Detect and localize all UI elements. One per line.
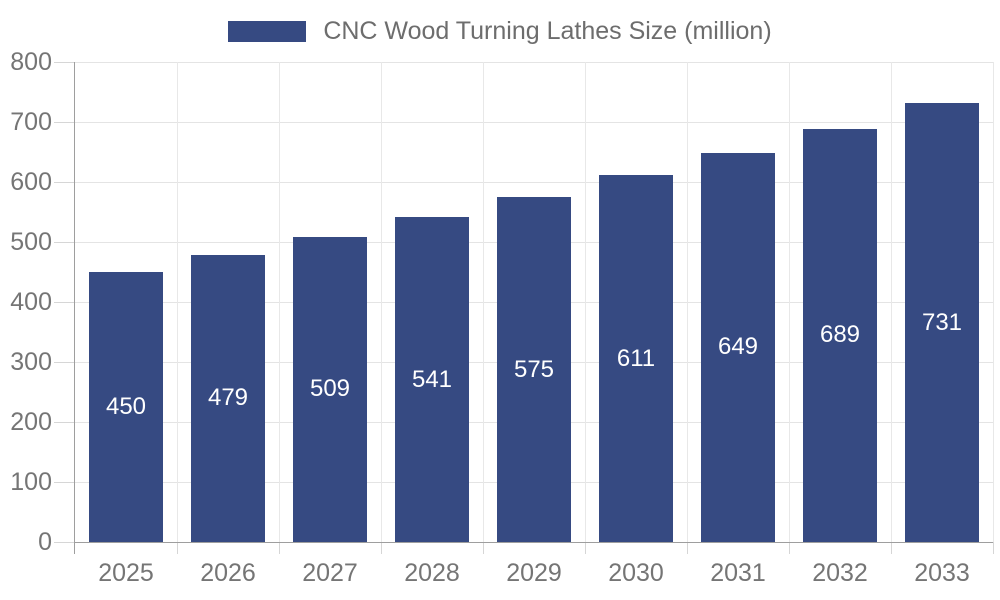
bar-value-label: 575 [513, 355, 555, 383]
bar-2028: 541 [395, 217, 469, 542]
x-axis-line [74, 542, 993, 543]
x-tick [380, 542, 382, 554]
x-tick [584, 542, 586, 554]
bar-value-label: 689 [819, 321, 861, 349]
x-tick [890, 542, 892, 554]
x-tick-label: 2028 [404, 559, 460, 587]
x-tick-label: 2030 [608, 559, 664, 587]
y-tick [54, 541, 75, 543]
y-tick-label: 400 [10, 288, 52, 316]
bar-2029: 575 [497, 197, 571, 542]
gridline-v [890, 62, 892, 542]
x-tick-label: 2025 [98, 559, 154, 587]
gridline-v [686, 62, 688, 542]
gridline-v [176, 62, 178, 542]
x-tick-label: 2026 [200, 559, 256, 587]
gridline-v [584, 62, 586, 542]
bar-2032: 689 [803, 128, 877, 542]
bar-2026: 479 [191, 254, 265, 542]
y-tick [54, 241, 75, 243]
bar-2033: 731 [905, 103, 979, 542]
legend-label: CNC Wood Turning Lathes Size (million) [323, 17, 772, 45]
y-tick [54, 301, 75, 303]
y-tick-label: 600 [10, 168, 52, 196]
x-tick [278, 542, 280, 554]
y-tick [54, 481, 75, 483]
y-tick-label: 500 [10, 228, 52, 256]
x-tick [176, 542, 178, 554]
y-tick-label: 800 [10, 48, 52, 76]
y-tick [54, 61, 75, 63]
y-tick [54, 181, 75, 183]
y-tick-label: 200 [10, 408, 52, 436]
gridline-h [75, 61, 993, 63]
gridline-h [75, 121, 993, 123]
x-tick-label: 2027 [302, 559, 358, 587]
x-tick-label: 2032 [812, 559, 868, 587]
bar-value-label: 611 [616, 344, 656, 372]
y-tick-label: 100 [10, 468, 52, 496]
legend-swatch [228, 20, 307, 42]
gridline-h [75, 181, 993, 183]
gridline-v [278, 62, 280, 542]
bar-2030: 611 [599, 175, 673, 542]
bar-value-label: 509 [309, 375, 351, 403]
x-tick-label: 2031 [710, 559, 766, 587]
y-tick [54, 421, 75, 423]
x-tick-label: 2033 [914, 559, 970, 587]
bar-value-label: 541 [411, 365, 453, 393]
x-tick-label: 2029 [506, 559, 562, 587]
y-tick-label: 0 [38, 528, 52, 556]
bar-value-label: 450 [105, 393, 147, 420]
x-tick [992, 542, 994, 554]
bar-value-label: 731 [921, 308, 963, 336]
y-tick-label: 300 [10, 348, 52, 376]
y-tick-label: 700 [10, 108, 52, 136]
chart-legend[interactable]: CNC Wood Turning Lathes Size (million) [0, 17, 1000, 45]
bar-value-label: 479 [207, 384, 249, 412]
y-tick [54, 361, 75, 363]
gridline-v [482, 62, 484, 542]
gridline-v [380, 62, 382, 542]
gridline-v [788, 62, 790, 542]
x-tick [686, 542, 688, 554]
bar-2031: 649 [701, 152, 775, 542]
x-tick [788, 542, 790, 554]
bar-value-label: 649 [717, 333, 759, 361]
x-tick [482, 542, 484, 554]
gridline-v [992, 62, 994, 542]
bar-2027: 509 [293, 236, 367, 542]
bar-2025: 450 [89, 272, 163, 542]
y-axis-line [74, 62, 75, 554]
y-tick [54, 121, 75, 123]
